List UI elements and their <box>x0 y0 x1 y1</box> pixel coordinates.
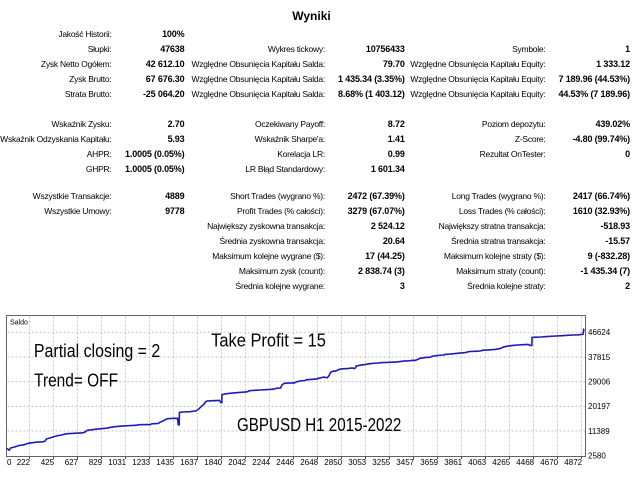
svg-text:GBPUSD H1 2015-2022: GBPUSD H1 2015-2022 <box>237 415 401 436</box>
svg-text:1233: 1233 <box>132 458 150 467</box>
svg-text:425: 425 <box>41 458 55 467</box>
svg-text:37815: 37815 <box>588 353 611 362</box>
svg-text:2580: 2580 <box>588 452 606 461</box>
svg-text:11389: 11389 <box>588 427 610 436</box>
svg-text:222: 222 <box>17 458 31 467</box>
svg-text:2850: 2850 <box>324 458 342 467</box>
svg-text:1031: 1031 <box>108 458 126 467</box>
svg-text:Partial closing = 2: Partial closing = 2 <box>34 340 160 362</box>
svg-text:4265: 4265 <box>492 458 510 467</box>
svg-text:627: 627 <box>65 458 79 467</box>
svg-text:0: 0 <box>7 458 12 467</box>
svg-text:1435: 1435 <box>156 458 174 467</box>
svg-text:829: 829 <box>89 458 103 467</box>
svg-text:Trend= OFF: Trend= OFF <box>34 369 118 391</box>
svg-text:3861: 3861 <box>444 458 462 467</box>
svg-text:4063: 4063 <box>468 458 486 467</box>
svg-text:2446: 2446 <box>276 458 294 467</box>
svg-text:46624: 46624 <box>588 328 611 337</box>
svg-text:1840: 1840 <box>204 458 222 467</box>
svg-text:2042: 2042 <box>228 458 246 467</box>
svg-text:3457: 3457 <box>396 458 414 467</box>
svg-text:20197: 20197 <box>588 402 611 411</box>
svg-text:4670: 4670 <box>540 458 558 467</box>
svg-text:3053: 3053 <box>348 458 366 467</box>
svg-text:1637: 1637 <box>180 458 198 467</box>
svg-text:29006: 29006 <box>588 377 611 386</box>
svg-text:2244: 2244 <box>252 458 270 467</box>
svg-text:3659: 3659 <box>420 458 438 467</box>
svg-text:4872: 4872 <box>564 458 582 467</box>
svg-text:Saldo: Saldo <box>10 320 28 327</box>
svg-text:2648: 2648 <box>300 458 318 467</box>
svg-text:3255: 3255 <box>372 458 390 467</box>
svg-text:Take Profit = 15: Take Profit = 15 <box>211 329 326 350</box>
svg-text:4468: 4468 <box>516 458 534 467</box>
